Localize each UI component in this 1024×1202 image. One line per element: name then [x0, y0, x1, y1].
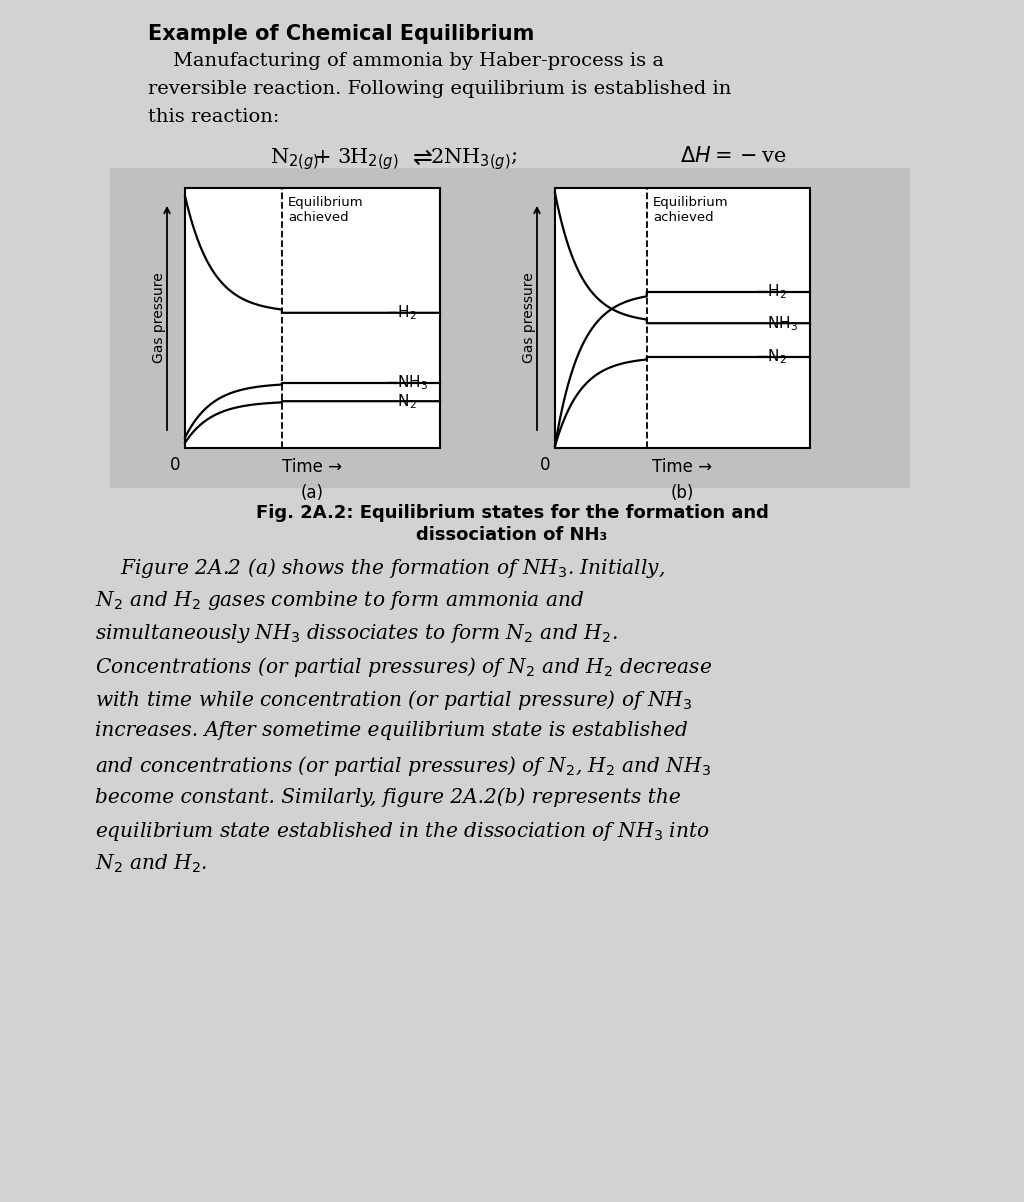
Text: N$_{2(g)}$: N$_{2(g)}$ — [270, 145, 319, 172]
Text: Example of Chemical Equilibrium: Example of Chemical Equilibrium — [148, 24, 535, 44]
Bar — [110, 168, 910, 488]
Text: $-$N$_2$: $-$N$_2$ — [385, 392, 417, 411]
Text: $\rightleftharpoons$: $\rightleftharpoons$ — [408, 145, 433, 169]
Text: 0: 0 — [540, 456, 550, 474]
Text: $-$H$_2$: $-$H$_2$ — [385, 303, 417, 322]
Text: dissociation of NH₃: dissociation of NH₃ — [417, 526, 607, 545]
Text: and concentrations (or partial pressures) of N$_2$, H$_2$ and NH$_3$: and concentrations (or partial pressures… — [95, 754, 711, 778]
Text: N$_2$ and H$_2$.: N$_2$ and H$_2$. — [95, 853, 207, 875]
Text: Figure 2A.2 (a) shows the formation of NH$_3$. Initially,: Figure 2A.2 (a) shows the formation of N… — [95, 557, 665, 581]
Text: Equilibrium
achieved: Equilibrium achieved — [653, 196, 728, 224]
Text: + 3H$_{2(g)}$: + 3H$_{2(g)}$ — [313, 145, 398, 172]
Bar — [555, 188, 810, 448]
Text: $-$N$_2$: $-$N$_2$ — [755, 347, 787, 367]
Text: $-$H$_2$: $-$H$_2$ — [755, 282, 787, 302]
Text: Concentrations (or partial pressures) of N$_2$ and H$_2$ decrease: Concentrations (or partial pressures) of… — [95, 655, 712, 679]
Text: equilibrium state established in the dissociation of NH$_3$ into: equilibrium state established in the dis… — [95, 820, 710, 843]
Text: N$_2$ and H$_2$ gases combine to form ammonia and: N$_2$ and H$_2$ gases combine to form am… — [95, 589, 585, 612]
Text: $-$NH$_3$: $-$NH$_3$ — [755, 314, 798, 333]
Text: Gas pressure: Gas pressure — [522, 273, 536, 363]
Text: 0: 0 — [170, 456, 180, 474]
Text: $-$NH$_3$: $-$NH$_3$ — [385, 374, 428, 392]
Text: Equilibrium
achieved: Equilibrium achieved — [288, 196, 364, 224]
Text: (a): (a) — [301, 484, 324, 502]
Text: become constant. Similarly, figure 2A.2(b) represents the: become constant. Similarly, figure 2A.2(… — [95, 787, 681, 807]
Text: increases. After sometime equilibrium state is established: increases. After sometime equilibrium st… — [95, 721, 688, 740]
Text: this reaction:: this reaction: — [148, 108, 280, 126]
Text: (b): (b) — [671, 484, 694, 502]
Text: ;: ; — [510, 145, 517, 165]
Text: Time →: Time → — [652, 458, 713, 476]
Text: simultaneously NH$_3$ dissociates to form N$_2$ and H$_2$.: simultaneously NH$_3$ dissociates to for… — [95, 621, 617, 645]
Text: Fig. 2A.2: Equilibrium states for the formation and: Fig. 2A.2: Equilibrium states for the fo… — [256, 504, 768, 522]
Text: with time while concentration (or partial pressure) of NH$_3$: with time while concentration (or partia… — [95, 688, 692, 712]
Text: Manufacturing of ammonia by Haber-process is a: Manufacturing of ammonia by Haber-proces… — [148, 52, 664, 70]
Text: 2NH$_{3(g)}$: 2NH$_{3(g)}$ — [430, 145, 511, 172]
Text: reversible reaction. Following equilibrium is established in: reversible reaction. Following equilibri… — [148, 81, 731, 99]
Text: $\Delta H = -$ve: $\Delta H = -$ve — [680, 145, 786, 166]
Text: Time →: Time → — [283, 458, 342, 476]
Text: Gas pressure: Gas pressure — [152, 273, 166, 363]
Bar — [185, 188, 440, 448]
